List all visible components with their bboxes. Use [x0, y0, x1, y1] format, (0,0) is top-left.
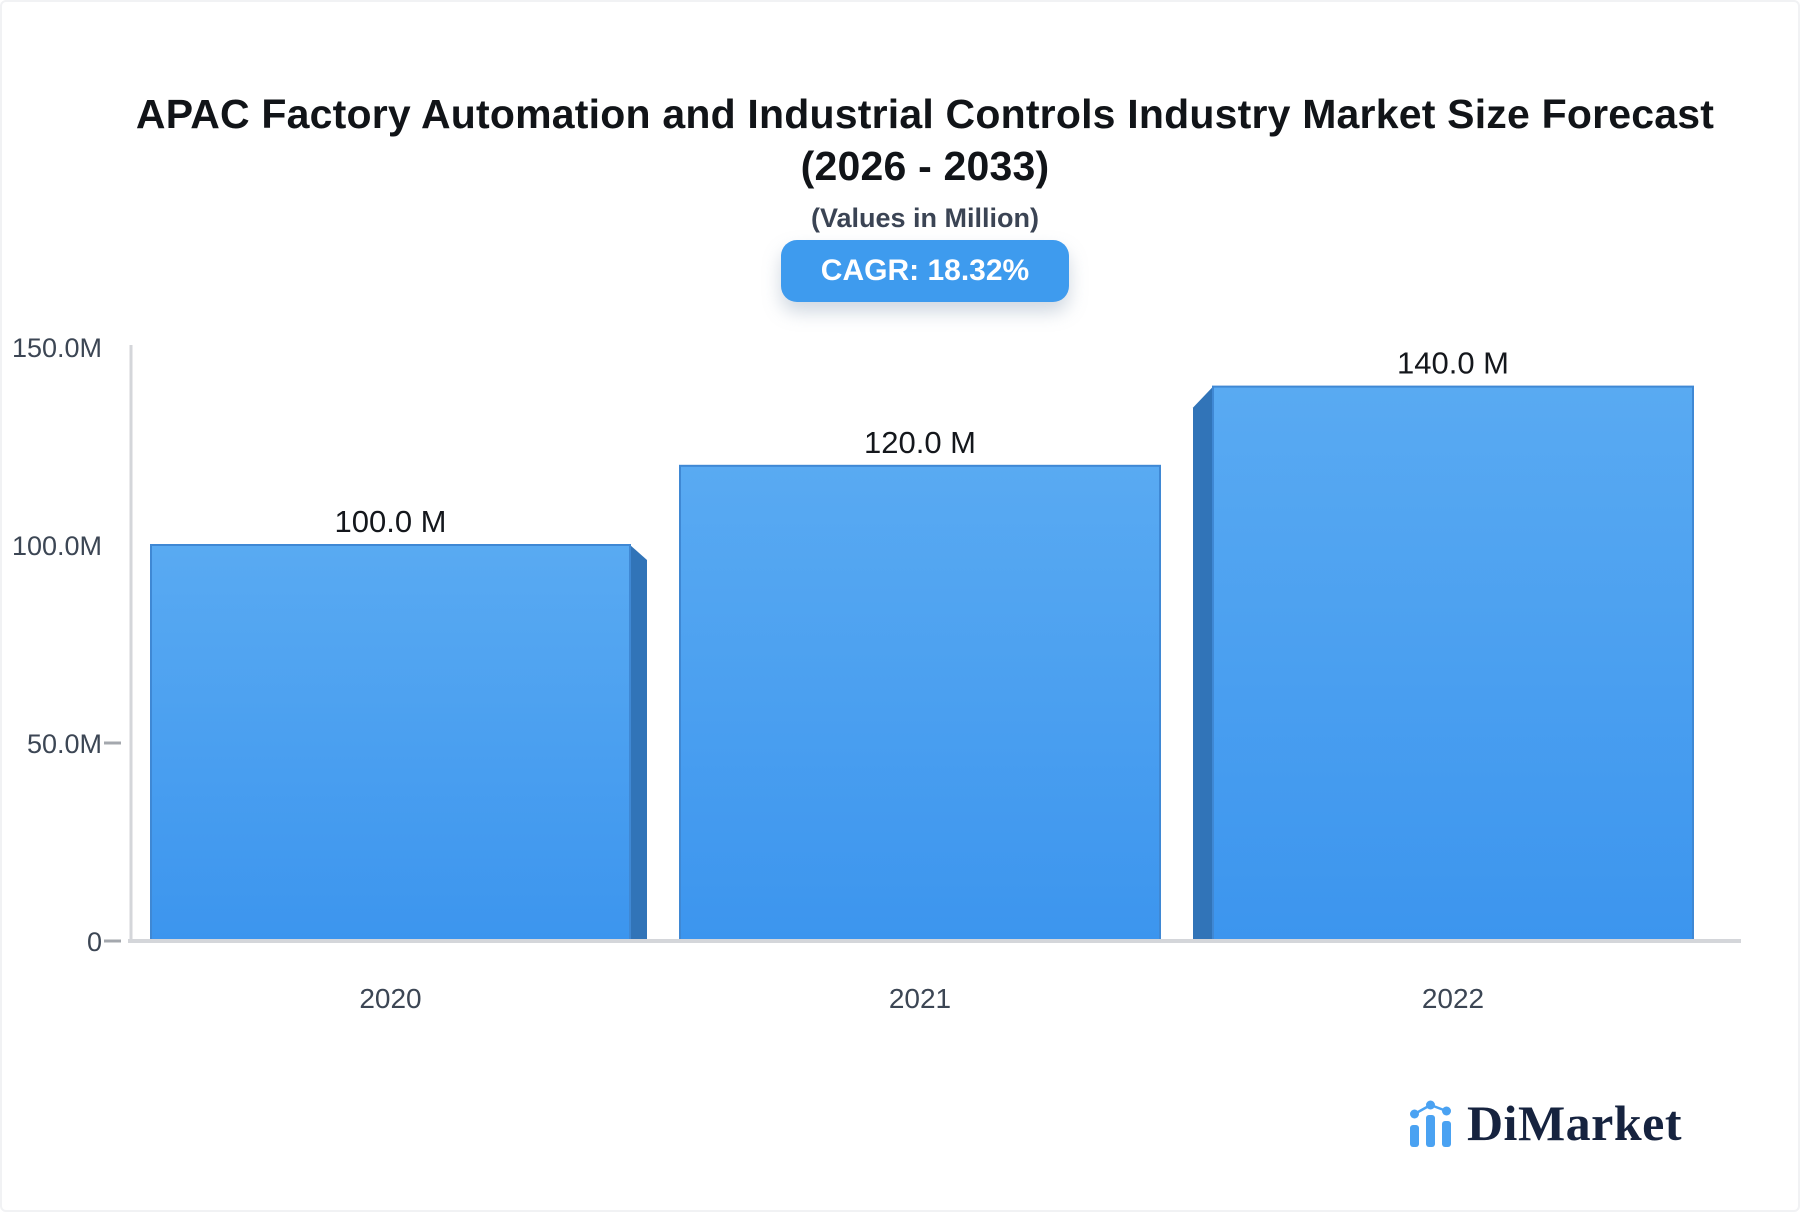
y-tick-label-150: 150.0M: [12, 333, 102, 363]
chart-title-line1: APAC Factory Automation and Industrial C…: [135, 91, 1715, 137]
bar-value-label-2022: 140.0 M: [1397, 346, 1509, 381]
y-axis-line: [129, 345, 133, 943]
y-tick-label-100: 100.0M: [12, 531, 102, 561]
bar-group-2021: 120.0 M 2021: [679, 425, 1161, 1014]
y-tick-mark-50: [104, 741, 121, 745]
brand-logo: DiMarket: [1409, 1098, 1682, 1148]
bar-group-2020: 100.0 M 2020: [150, 504, 647, 1014]
bar-2021[interactable]: [679, 464, 1161, 942]
chart-title-line2: (2026 - 2033): [800, 143, 1050, 189]
bar-side-face-2020: [630, 545, 647, 941]
x-tick-label-2020: 2020: [359, 983, 421, 1014]
y-tick-label-0: 0: [87, 927, 102, 957]
bar-value-label-2020: 100.0 M: [334, 504, 446, 539]
bar-2020[interactable]: [150, 544, 631, 942]
cagr-badge: CAGR: 18.32%: [780, 240, 1070, 302]
bar-group-2022: 140.0 M 2022: [1193, 346, 1694, 1014]
chart-subtitle: (Values in Million): [810, 203, 1040, 233]
bar-chart-icon: [1409, 1100, 1451, 1147]
y-tick-label-50: 50.0M: [27, 729, 102, 759]
x-tick-label-2022: 2022: [1422, 983, 1484, 1014]
x-axis-line: [128, 939, 1741, 943]
chart-header: APAC Factory Automation and Industrial C…: [50, 88, 1800, 302]
y-tick-mark-0: [104, 939, 121, 943]
bar-side-face-2022: [1193, 386, 1213, 942]
x-tick-label-2021: 2021: [889, 983, 951, 1014]
bar-value-label-2021: 120.0 M: [864, 425, 976, 460]
bar-2022[interactable]: [1212, 385, 1694, 943]
brand-name: DiMarket: [1466, 1095, 1682, 1151]
